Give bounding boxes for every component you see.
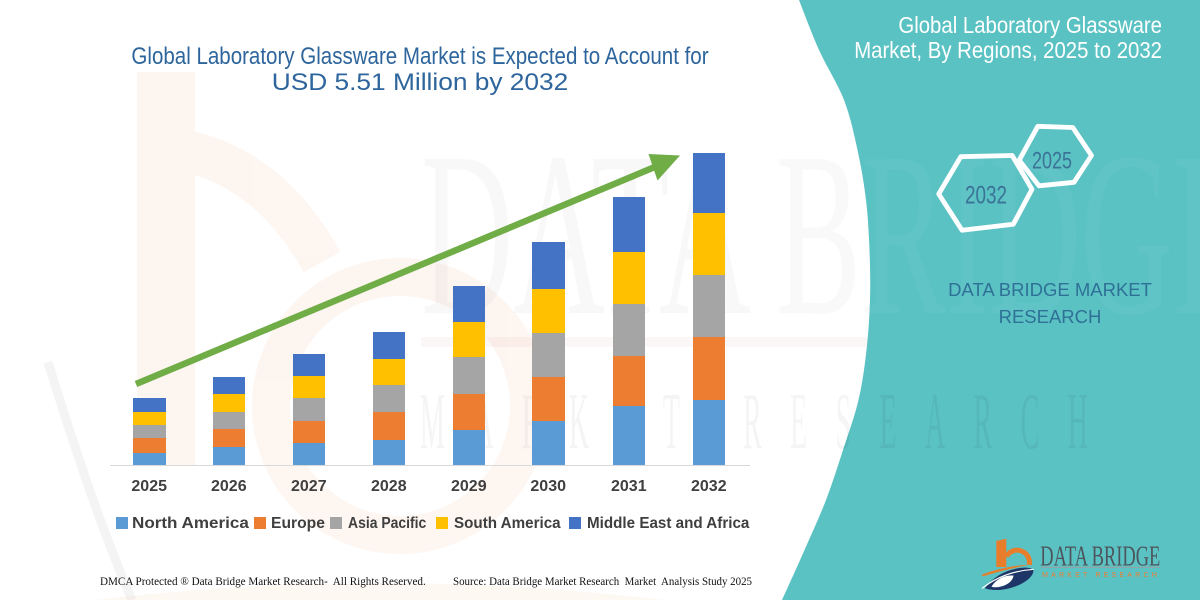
svg-text:2032: 2032 [965, 182, 1007, 210]
svg-text:MARKET RESEARCH: MARKET RESEARCH [420, 377, 1116, 465]
svg-text:MARKET RESEARCH: MARKET RESEARCH [1042, 572, 1160, 579]
svg-text:2025: 2025 [1032, 148, 1072, 175]
